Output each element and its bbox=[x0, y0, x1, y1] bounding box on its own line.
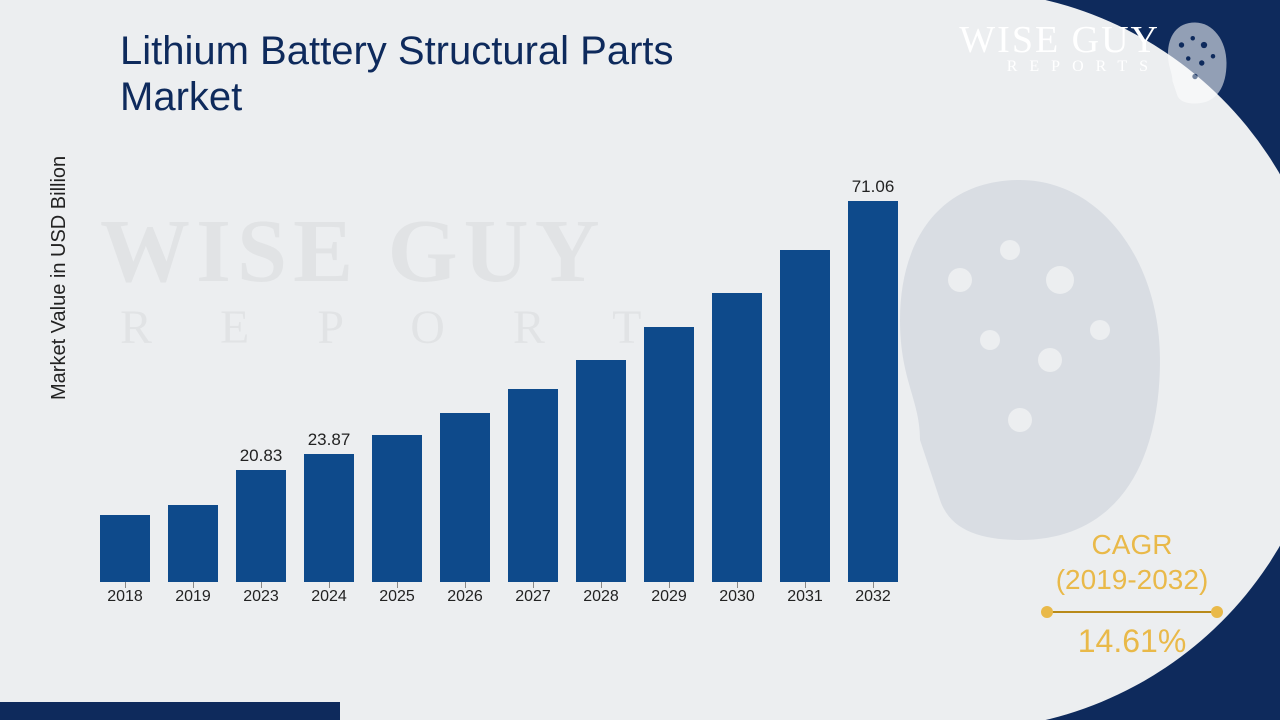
bar bbox=[848, 201, 898, 582]
bar-slot: 2031 bbox=[780, 250, 830, 582]
bar-slot: 20.832023 bbox=[236, 470, 286, 582]
bar-slot: 23.872024 bbox=[304, 454, 354, 582]
bar-value-label: 71.06 bbox=[852, 177, 895, 197]
bar bbox=[712, 293, 762, 582]
x-tick-label: 2029 bbox=[651, 588, 687, 606]
x-tick-label: 2031 bbox=[787, 588, 823, 606]
cagr-label-2: (2019-2032) bbox=[1022, 562, 1242, 597]
bar-slot: 2028 bbox=[576, 360, 626, 582]
bar-value-label: 23.87 bbox=[308, 430, 351, 450]
brand-line1: WISE GUY bbox=[959, 18, 1160, 62]
x-tick-label: 2032 bbox=[855, 588, 891, 606]
x-tick-label: 2026 bbox=[447, 588, 483, 606]
bar-value-label: 20.83 bbox=[240, 446, 283, 466]
bar-slot: 71.062032 bbox=[848, 201, 898, 582]
footer-accent-bar bbox=[0, 702, 340, 720]
bar bbox=[780, 250, 830, 582]
bar bbox=[508, 389, 558, 582]
x-tick-label: 2028 bbox=[583, 588, 619, 606]
bar-chart: 2018201920.83202323.87202420252026202720… bbox=[95, 180, 905, 610]
chart-plot-area: 2018 2019 20.832023 23.872024 2025 2026 2027 20… bbox=[100, 180, 905, 582]
cagr-label-1: CAGR bbox=[1022, 527, 1242, 562]
bar bbox=[576, 360, 626, 582]
bar bbox=[236, 470, 286, 582]
infographic-canvas: WISE GUY R E P O R T S Lithium Battery S… bbox=[0, 0, 1280, 720]
cagr-separator bbox=[1047, 611, 1217, 613]
x-tick-label: 2025 bbox=[379, 588, 415, 606]
bar bbox=[100, 515, 150, 582]
x-tick-label: 2019 bbox=[175, 588, 211, 606]
page-title: Lithium Battery Structural Parts Market bbox=[120, 28, 760, 120]
bar bbox=[372, 435, 422, 582]
bar-slot: 2029 bbox=[644, 327, 694, 582]
bar-slot: 2026 bbox=[440, 413, 490, 582]
bar-slot: 2027 bbox=[508, 389, 558, 582]
cagr-block: CAGR (2019-2032) 14.61% bbox=[1022, 527, 1242, 660]
bar bbox=[304, 454, 354, 582]
x-tick-label: 2018 bbox=[107, 588, 143, 606]
x-tick-label: 2030 bbox=[719, 588, 755, 606]
x-tick-label: 2027 bbox=[515, 588, 551, 606]
x-tick-label: 2024 bbox=[311, 588, 347, 606]
brand-logo: WISE GUY REPORTS bbox=[959, 18, 1240, 76]
x-tick-label: 2023 bbox=[243, 588, 279, 606]
bar-slot: 2025 bbox=[372, 435, 422, 582]
cagr-value: 14.61% bbox=[1022, 623, 1242, 660]
bar bbox=[168, 505, 218, 582]
bar-slot: 2030 bbox=[712, 293, 762, 582]
bar bbox=[440, 413, 490, 582]
bar bbox=[644, 327, 694, 582]
bar-slot: 2019 bbox=[168, 505, 218, 582]
bar-slot: 2018 bbox=[100, 515, 150, 582]
y-axis-label: Market Value in USD Billion bbox=[48, 156, 71, 400]
